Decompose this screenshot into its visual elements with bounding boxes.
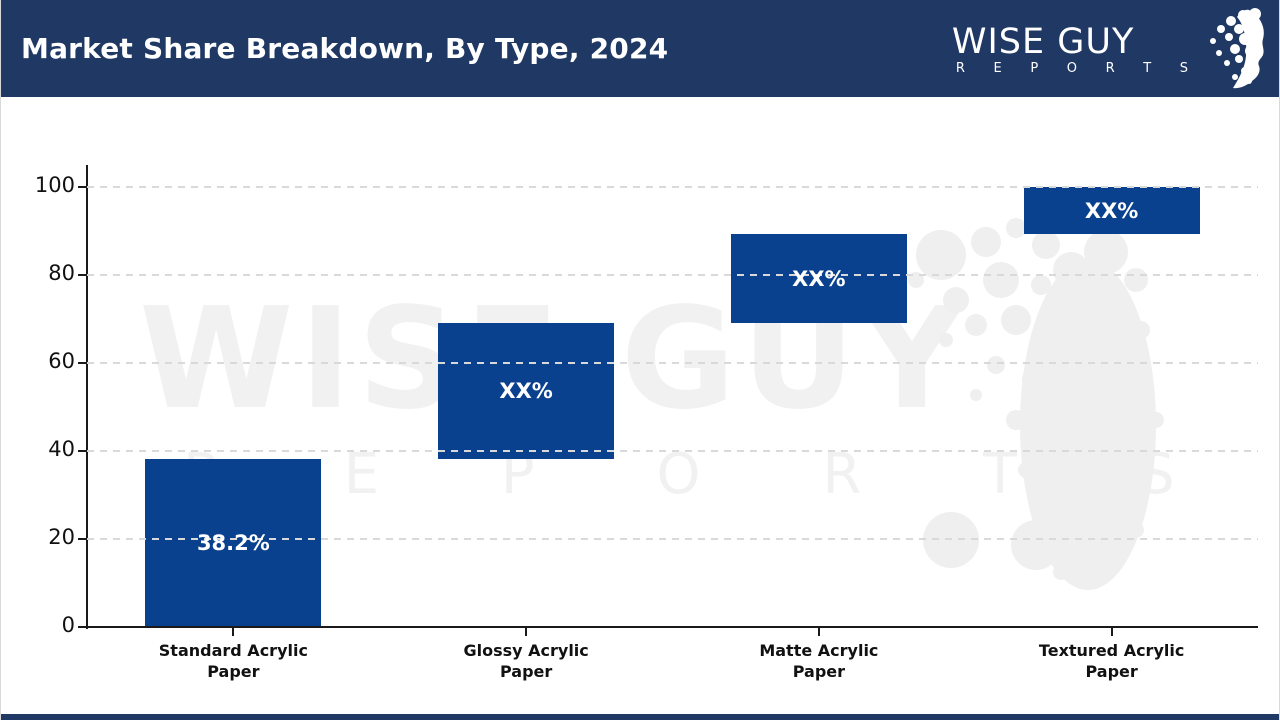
- x-category-label-line: Textured Acrylic: [1038, 641, 1185, 660]
- x-category-label: Matte Acrylic Paper: [689, 640, 949, 682]
- gridline: [87, 274, 1258, 276]
- y-tick-label: 40: [48, 437, 75, 461]
- x-category-label-line: Paper: [1085, 662, 1138, 681]
- gridline: [87, 362, 1258, 364]
- x-category-label-line: Matte Acrylic: [759, 641, 879, 660]
- y-tick-mark: [78, 538, 86, 540]
- y-tick-mark: [78, 362, 86, 364]
- bar-value-label: XX%: [499, 379, 553, 404]
- wiseguy-logo: WISE GUY R E P O R T S: [952, 7, 1267, 93]
- bar: [1023, 187, 1200, 235]
- bar: [730, 234, 907, 324]
- x-category-label-line: Paper: [792, 662, 846, 681]
- y-tick-label: 0: [61, 613, 75, 637]
- y-tick-label: 60: [48, 349, 75, 373]
- header-bar: Market Share Breakdown, By Type, 2024 WI…: [1, 0, 1279, 97]
- y-tick-mark: [78, 626, 86, 628]
- watermark-face-icon: [908, 218, 1164, 590]
- y-tick-mark: [78, 186, 86, 188]
- x-tick-mark: [232, 628, 235, 636]
- x-tick-mark: [525, 628, 528, 636]
- x-tick-mark: [817, 628, 820, 636]
- x-category-label: Glossy Acrylic Paper: [396, 640, 656, 682]
- logo-face-icon: [1210, 7, 1264, 88]
- y-tick-label: 80: [48, 261, 75, 285]
- x-category-label: Standard Acrylic Paper: [103, 640, 363, 682]
- gridline: [87, 450, 1258, 452]
- bar: [438, 323, 615, 459]
- page-title: Market Share Breakdown, By Type, 2024: [21, 32, 669, 65]
- y-tick-mark: [78, 450, 86, 452]
- y-tick-label: 100: [34, 173, 75, 197]
- x-category-label: Textured Acrylic Paper: [982, 640, 1242, 682]
- bar-value-label: XX%: [792, 266, 846, 291]
- x-category-label-line: Paper: [207, 662, 260, 681]
- logo-wordmark: WISE GUY: [951, 21, 1135, 62]
- watermark-subtitle: R E P O R T S: [183, 442, 1227, 507]
- y-tick-label: 20: [48, 525, 75, 549]
- bar-value-label: 38.2%: [196, 530, 270, 555]
- footer-bar: [1, 714, 1279, 720]
- gridline: [87, 538, 1258, 540]
- y-axis-spine: [86, 165, 88, 629]
- x-category-label-line: Standard Acrylic: [158, 641, 308, 660]
- gridline: [87, 186, 1258, 188]
- x-tick-mark: [1110, 628, 1113, 636]
- bar: [145, 458, 322, 627]
- x-category-label-line: Paper: [499, 662, 553, 681]
- x-category-label-line: Glossy Acrylic: [463, 641, 589, 660]
- y-tick-mark: [78, 274, 86, 276]
- logo-subtitle: R E P O R T S: [955, 60, 1201, 76]
- bar-value-label: XX%: [1084, 198, 1139, 223]
- x-axis-spine: [86, 626, 1258, 628]
